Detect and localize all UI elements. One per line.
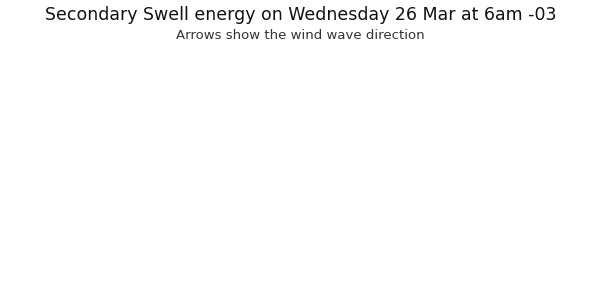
Text: Secondary Swell energy on Wednesday 26 Mar at 6am -03: Secondary Swell energy on Wednesday 26 M…	[44, 6, 557, 24]
Text: cartopy not available: cartopy not available	[227, 165, 374, 179]
Text: Arrows show the wind wave direction: Arrows show the wind wave direction	[176, 29, 425, 42]
